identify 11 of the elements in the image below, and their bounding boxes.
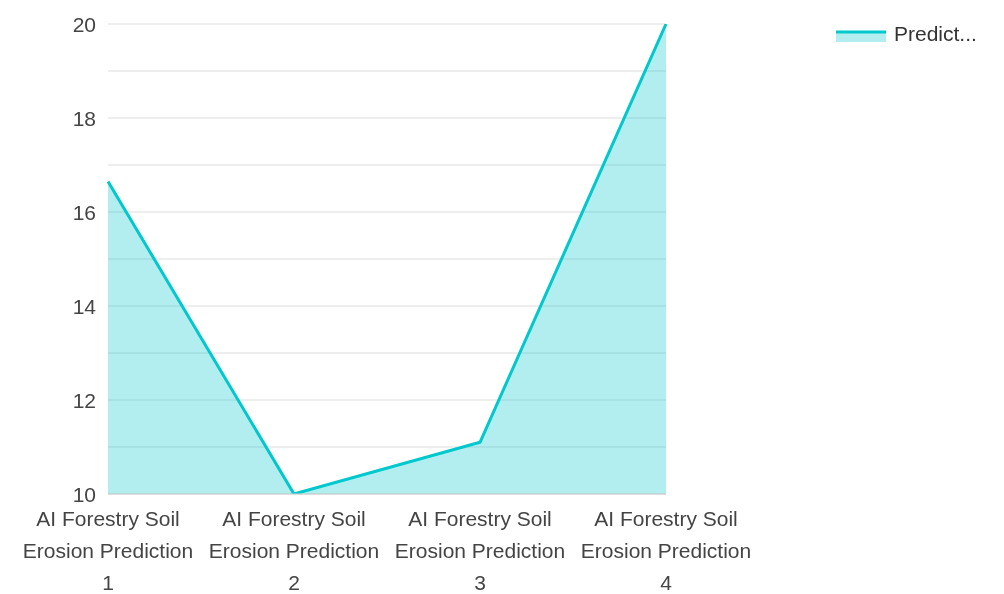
x-tick-label: AI Forestry Soil Erosion Prediction 2 — [208, 507, 380, 594]
y-tick-label: 20 — [72, 13, 96, 36]
y-tick-label: 18 — [72, 107, 96, 130]
y-tick-label: 14 — [72, 295, 97, 318]
x-tick-label: AI Forestry Soil Erosion Prediction 1 — [22, 507, 194, 594]
y-tick-label: 12 — [72, 389, 96, 412]
y-tick-label: 10 — [72, 483, 96, 506]
x-tick-label: AI Forestry Soil Erosion Prediction 4 — [580, 507, 752, 594]
x-tick-label: AI Forestry Soil Erosion Prediction 3 — [394, 507, 566, 594]
y-tick-label: 16 — [72, 201, 96, 224]
legend-label: Predict... — [893, 22, 978, 46]
